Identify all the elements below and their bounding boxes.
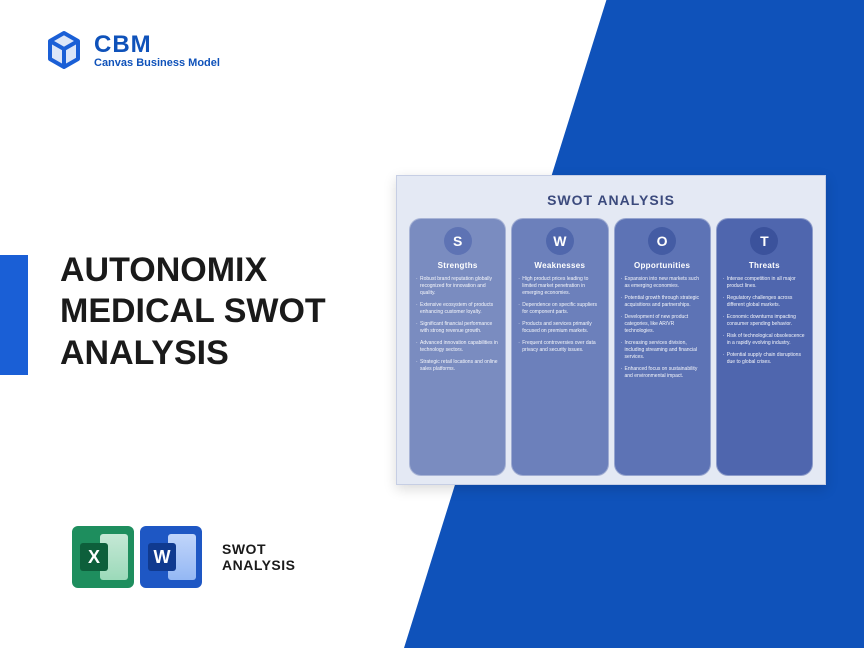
swot-item: Dependence on specific suppliers for com… xyxy=(518,302,601,316)
swot-item: Potential growth through strategic acqui… xyxy=(621,295,704,309)
swot-col-weaknesses: W Weaknesses High product prices leading t… xyxy=(511,218,608,476)
swot-col-opportunities: O Opportunities Expansion into new markets… xyxy=(614,218,711,476)
swot-panel: SWOT ANALYSIS S Strengths Robust brand rep… xyxy=(396,175,826,485)
swot-item: Regulatory challenges across different g… xyxy=(723,295,806,309)
swot-list: Robust brand reputation globally recogni… xyxy=(416,276,499,378)
swot-list: Intense competition in all major product… xyxy=(723,276,806,371)
word-icon: W xyxy=(140,526,202,588)
swot-item: Development of new product categories, l… xyxy=(621,314,704,335)
swot-item: Expansion into new markets such as emerg… xyxy=(621,276,704,290)
brand-logo-icon xyxy=(44,30,84,70)
swot-item: Robust brand reputation globally recogni… xyxy=(416,276,499,297)
swot-item: Intense competition in all major product… xyxy=(723,276,806,290)
file-format-icons: X W SWOT ANALYSIS xyxy=(72,526,296,588)
page-title: AUTONOMIX MEDICAL SWOT ANALYSIS xyxy=(60,250,390,374)
brand-acronym: CBM xyxy=(94,31,220,59)
swot-heading-strengths: Strengths xyxy=(438,261,478,270)
swot-list: High product prices leading to limited m… xyxy=(518,276,601,359)
swot-col-strengths: S Strengths Robust brand reputation global… xyxy=(409,218,506,476)
swot-list: Expansion into new markets such as emerg… xyxy=(621,276,704,385)
excel-letter: X xyxy=(80,543,108,571)
swot-circle-w: W xyxy=(546,227,574,255)
left-accent-bar xyxy=(0,255,28,375)
word-letter: W xyxy=(148,543,176,571)
brand-tagline: Canvas Business Model xyxy=(94,57,220,69)
swot-heading-threats: Threats xyxy=(749,261,780,270)
swot-item: Products and services primarily focused … xyxy=(518,321,601,335)
swot-columns: S Strengths Robust brand reputation global… xyxy=(409,218,813,476)
swot-item: Extensive ecosystem of products enhancin… xyxy=(416,302,499,316)
swot-item: Economic downturns impacting consumer sp… xyxy=(723,314,806,328)
swot-circle-o: O xyxy=(648,227,676,255)
swot-item: Risk of technological obsolescence in a … xyxy=(723,333,806,347)
excel-icon: X xyxy=(72,526,134,588)
swot-item: Potential supply chain disruptions due t… xyxy=(723,352,806,366)
file-label-l2: ANALYSIS xyxy=(222,557,296,573)
swot-col-threats: T Threats Intense competition in all major… xyxy=(716,218,813,476)
brand-logo: CBM Canvas Business Model xyxy=(44,30,220,70)
swot-panel-title: SWOT ANALYSIS xyxy=(409,192,813,208)
file-label-l1: SWOT xyxy=(222,541,296,557)
swot-item: Enhanced focus on sustainability and env… xyxy=(621,366,704,380)
swot-item: Significant financial performance with s… xyxy=(416,321,499,335)
swot-heading-opportunities: Opportunities xyxy=(634,261,690,270)
swot-circle-t: T xyxy=(750,227,778,255)
swot-heading-weaknesses: Weaknesses xyxy=(534,261,585,270)
swot-item: High product prices leading to limited m… xyxy=(518,276,601,297)
swot-item: Strategic retail locations and online sa… xyxy=(416,359,499,373)
swot-item: Increasing services division, including … xyxy=(621,340,704,361)
swot-circle-s: S xyxy=(444,227,472,255)
file-label: SWOT ANALYSIS xyxy=(222,541,296,573)
swot-item: Frequent controversies over data privacy… xyxy=(518,340,601,354)
swot-item: Advanced innovation capabilities in tech… xyxy=(416,340,499,354)
